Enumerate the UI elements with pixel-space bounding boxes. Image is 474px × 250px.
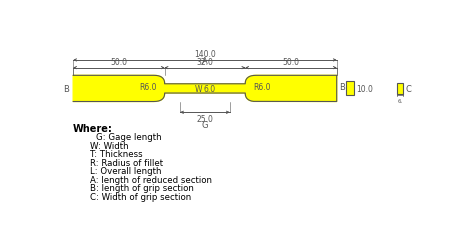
Text: A: A — [202, 57, 208, 66]
Text: R: Radius of fillet: R: Radius of fillet — [90, 158, 164, 167]
Bar — [346, 82, 354, 96]
Polygon shape — [73, 76, 337, 102]
Text: 50.0: 50.0 — [283, 58, 300, 67]
Text: C: C — [406, 84, 411, 94]
Text: 6.: 6. — [398, 98, 403, 103]
Text: C: Width of grip section: C: Width of grip section — [90, 192, 191, 201]
Text: A: length of reduced section: A: length of reduced section — [90, 175, 212, 184]
Text: G: Gage length: G: Gage length — [96, 133, 162, 142]
Text: 25.0: 25.0 — [197, 114, 213, 123]
Text: L: Overall length: L: Overall length — [90, 166, 162, 175]
Text: R6.0: R6.0 — [254, 82, 271, 91]
Text: B: length of grip section: B: length of grip section — [90, 184, 194, 192]
Text: 50.0: 50.0 — [110, 58, 128, 67]
Text: B: B — [64, 84, 69, 94]
Text: W: Width: W: Width — [90, 141, 129, 150]
Text: 10.0: 10.0 — [356, 84, 373, 94]
Text: 140.0: 140.0 — [194, 50, 216, 59]
Bar — [397, 84, 403, 94]
Text: G: G — [202, 120, 208, 130]
Text: B: B — [339, 83, 345, 92]
Text: Where:: Where: — [73, 124, 113, 134]
Text: 6.0: 6.0 — [203, 84, 216, 94]
Text: W: W — [194, 84, 202, 94]
Text: R6.0: R6.0 — [139, 82, 156, 91]
Text: T: Thickness: T: Thickness — [90, 150, 143, 158]
Text: 32.0: 32.0 — [197, 58, 213, 67]
